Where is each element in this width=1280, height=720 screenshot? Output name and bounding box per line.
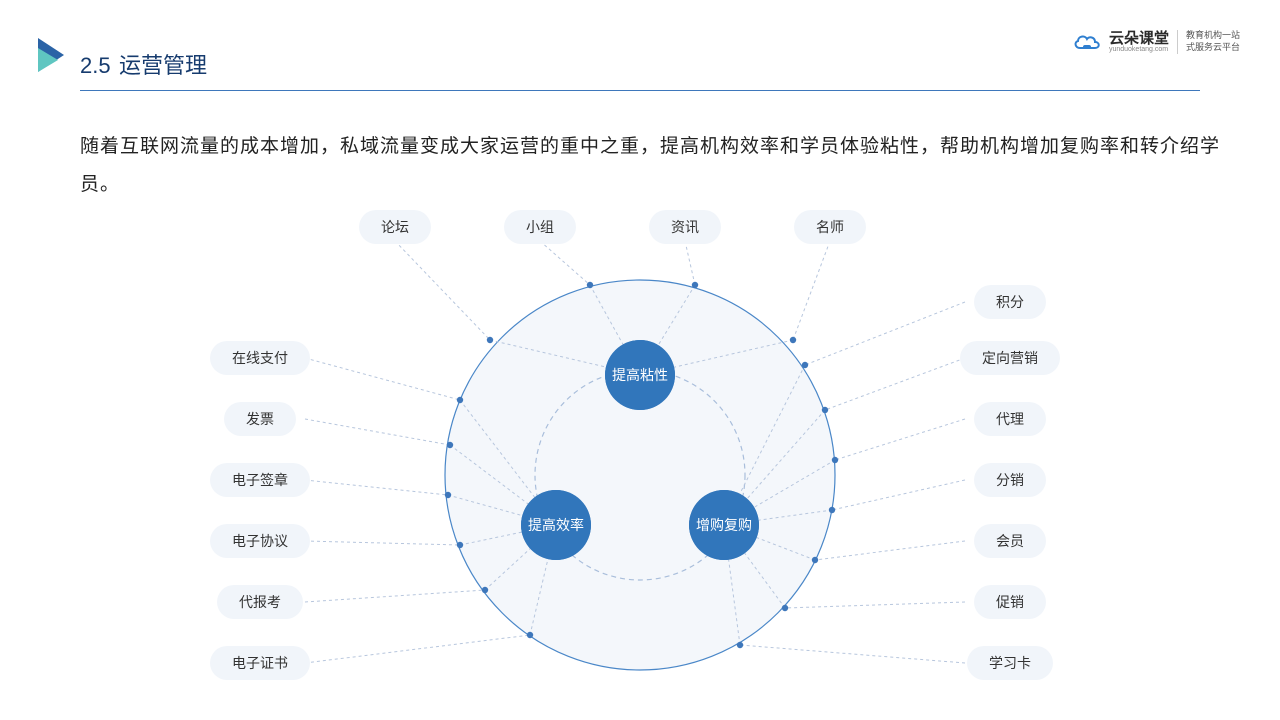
- header-underline: [80, 90, 1200, 91]
- feature-pill: 代报考: [217, 585, 303, 619]
- feature-pill: 定向营销: [960, 341, 1060, 375]
- feature-pill: 积分: [974, 285, 1046, 319]
- feature-pill: 分销: [974, 463, 1046, 497]
- feature-pill: 促销: [974, 585, 1046, 619]
- feature-pill: 发票: [224, 402, 296, 436]
- hub-node: 提高粘性: [605, 340, 675, 410]
- hub-node: 增购复购: [689, 490, 759, 560]
- feature-pill: 小组: [504, 210, 576, 244]
- brand-tagline: 教育机构一站 式服务云平台: [1186, 30, 1240, 53]
- feature-pill: 会员: [974, 524, 1046, 558]
- feature-pill: 电子签章: [210, 463, 310, 497]
- feature-pill: 学习卡: [967, 646, 1053, 680]
- feature-pill: 电子协议: [210, 524, 310, 558]
- feature-pill: 论坛: [359, 210, 431, 244]
- diagram-svg: [0, 200, 1280, 720]
- feature-pill: 资讯: [649, 210, 721, 244]
- feature-pill: 电子证书: [210, 646, 310, 680]
- header: 2.5 运营管理: [80, 48, 1200, 91]
- feature-pill: 在线支付: [210, 341, 310, 375]
- description-text: 随着互联网流量的成本增加，私域流量变成大家运营的重中之重，提高机构效率和学员体验…: [80, 128, 1220, 204]
- section-number: 2.5: [80, 53, 111, 78]
- section-title: 运营管理: [119, 53, 207, 78]
- brand-name: 云朵课堂: [1109, 31, 1169, 46]
- brand-logo: 云朵课堂 yunduoketang.com 教育机构一站 式服务云平台: [1073, 30, 1240, 54]
- feature-pill: 代理: [974, 402, 1046, 436]
- operations-diagram: 论坛 小组 资讯 名师在线支付发票电子签章电子协议代报考电子证书 积分定向营销代理分销会…: [0, 200, 1280, 720]
- brand-sub: yunduoketang.com: [1109, 46, 1169, 53]
- cloud-icon: [1073, 32, 1101, 52]
- corner-icon: [38, 38, 68, 77]
- hub-node: 提高效率: [521, 490, 591, 560]
- logo-divider: [1177, 30, 1178, 54]
- feature-pill: 名师: [794, 210, 866, 244]
